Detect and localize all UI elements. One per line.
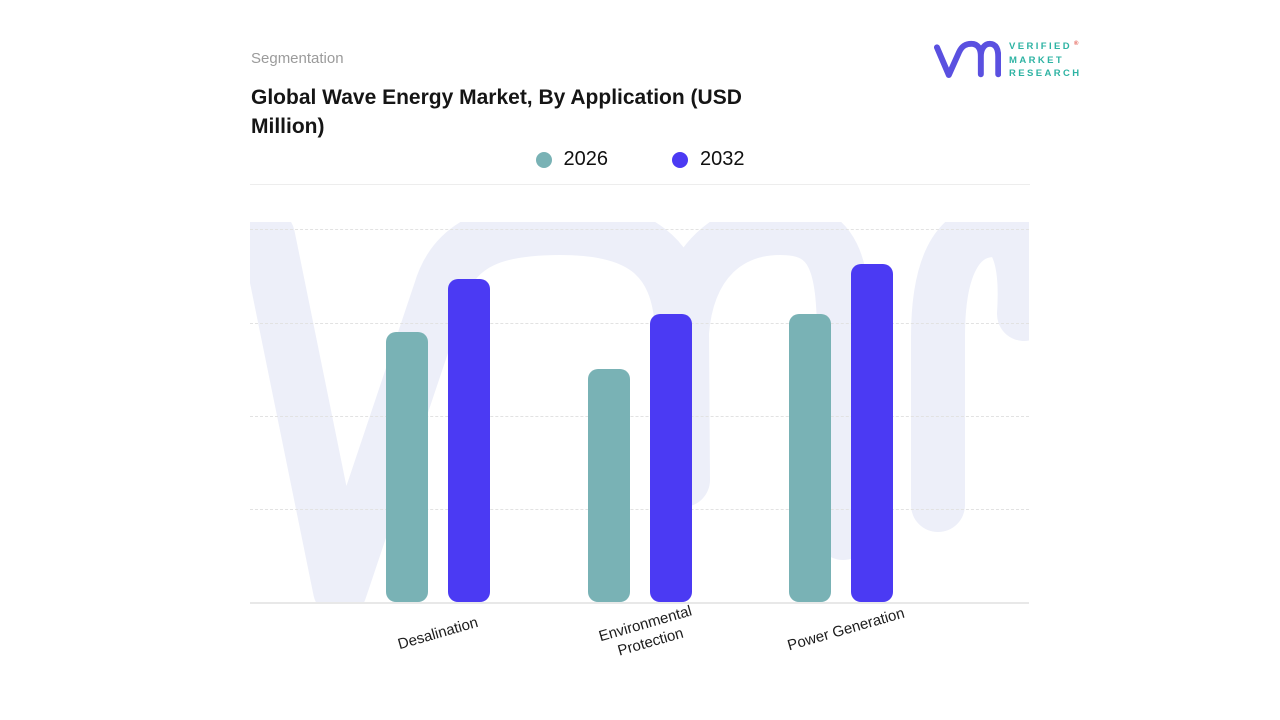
section-eyebrow: Segmentation bbox=[251, 50, 344, 67]
legend-item-2032[interactable]: 2032 bbox=[672, 148, 745, 171]
vmr-word-research: RESEARCH bbox=[1009, 67, 1082, 79]
vmr-monogram-icon bbox=[933, 40, 1001, 78]
vmr-word-market: MARKET bbox=[1009, 54, 1065, 66]
plot-area bbox=[250, 222, 1029, 604]
legend-label: 2026 bbox=[563, 148, 609, 170]
bar-2032-power-generation[interactable] bbox=[851, 263, 893, 602]
vmr-word-verified: VERIFIED ® bbox=[1009, 41, 1081, 53]
bar-2032-environmental-protection[interactable] bbox=[650, 314, 692, 602]
gridline bbox=[250, 508, 1029, 510]
legend-label: 2032 bbox=[700, 148, 745, 170]
vmr-logo: VERIFIED ® MARKET RESEARCH bbox=[933, 38, 1082, 82]
bar-group-desalination bbox=[386, 278, 490, 602]
bar-2026-power-generation[interactable] bbox=[789, 314, 831, 602]
x-axis-line bbox=[250, 602, 1029, 604]
registered-mark: ® bbox=[1074, 41, 1081, 48]
x-axis-labels: Desalination Environmental Protection Powe… bbox=[250, 602, 1029, 692]
header-divider bbox=[250, 184, 1030, 185]
gridline bbox=[250, 322, 1029, 324]
bar-2026-desalination[interactable] bbox=[386, 331, 428, 602]
legend-swatch-2032 bbox=[672, 151, 688, 168]
bar-group-environmental-protection bbox=[588, 314, 692, 602]
gridline bbox=[250, 415, 1029, 417]
bar-group-power-generation bbox=[789, 263, 893, 602]
chart-title: Global Wave Energy Market, By Applicatio… bbox=[251, 86, 742, 138]
gridline bbox=[250, 229, 1029, 231]
legend-swatch-2026 bbox=[535, 151, 552, 168]
chart-legend: 2026 2032 bbox=[250, 148, 1030, 171]
x-tick-label-power-generation: Power Generation bbox=[785, 604, 907, 655]
vmr-wordmark: VERIFIED ® MARKET RESEARCH bbox=[1009, 41, 1082, 78]
x-tick-label-environmental-protection: Environmental Protection bbox=[596, 602, 694, 660]
legend-item-2026[interactable]: 2026 bbox=[535, 148, 609, 171]
x-tick-label-desalination: Desalination bbox=[395, 613, 481, 654]
bar-2032-desalination[interactable] bbox=[448, 278, 490, 602]
bar-2026-environmental-protection[interactable] bbox=[588, 369, 630, 602]
